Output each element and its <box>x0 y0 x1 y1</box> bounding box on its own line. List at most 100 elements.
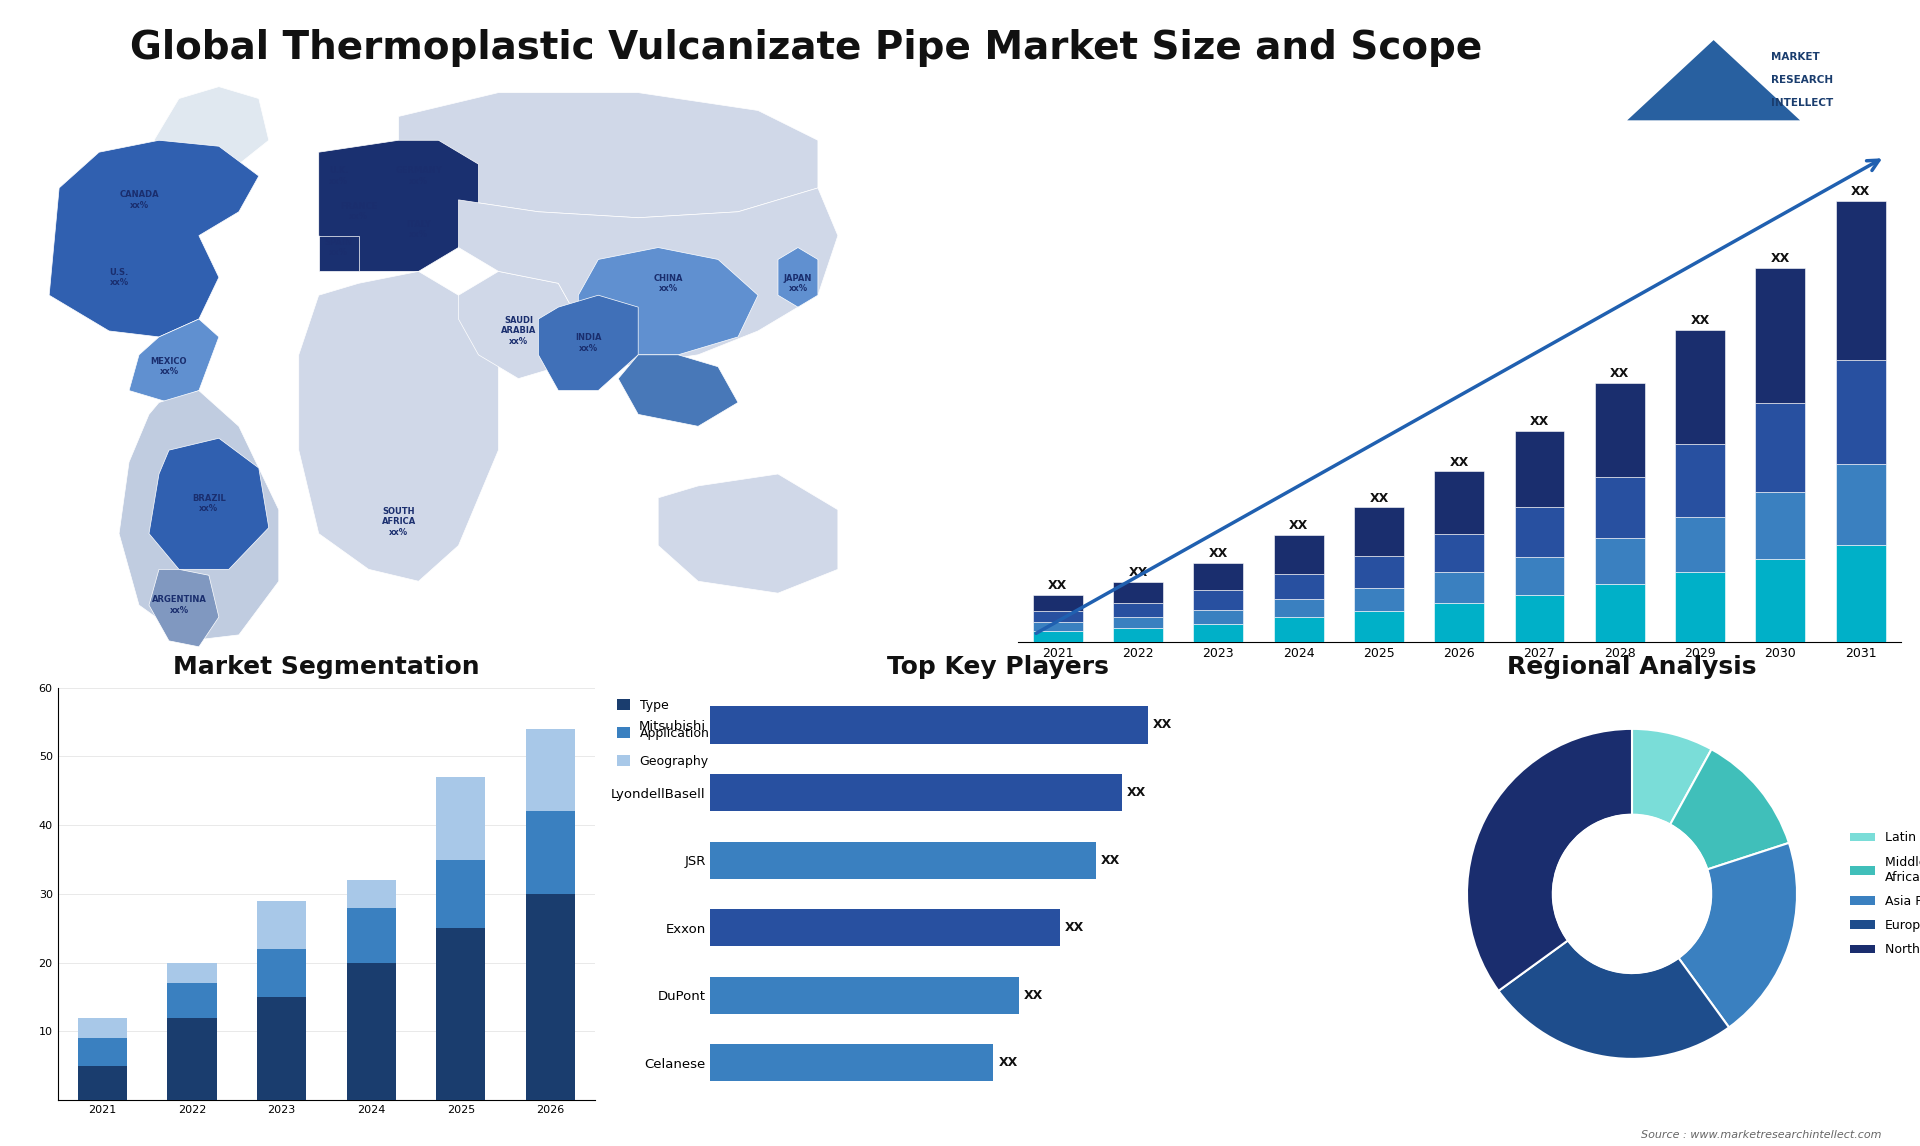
Wedge shape <box>1678 843 1797 1027</box>
Text: CHINA
xx%: CHINA xx% <box>653 274 684 293</box>
Text: MEXICO
xx%: MEXICO xx% <box>150 358 188 376</box>
Bar <box>1354 611 1404 642</box>
Bar <box>1836 464 1885 544</box>
Bar <box>1515 431 1565 508</box>
Bar <box>710 976 1020 1014</box>
Bar <box>1033 611 1083 622</box>
Bar <box>1033 595 1083 611</box>
Bar <box>1114 617 1164 628</box>
Bar <box>1194 623 1244 642</box>
Text: ARGENTINA
xx%: ARGENTINA xx% <box>152 596 205 614</box>
Bar <box>1596 537 1645 583</box>
Bar <box>710 706 1148 744</box>
Wedge shape <box>1632 729 1711 824</box>
Bar <box>436 928 486 1100</box>
Bar <box>1114 582 1164 603</box>
Polygon shape <box>578 248 758 355</box>
Bar <box>1515 595 1565 642</box>
Bar <box>1354 588 1404 611</box>
Bar <box>77 1066 127 1100</box>
Polygon shape <box>319 140 478 272</box>
Title: Top Key Players: Top Key Players <box>887 654 1110 678</box>
Text: XX: XX <box>1288 519 1308 532</box>
Bar <box>257 997 307 1100</box>
Bar <box>1273 599 1323 617</box>
Polygon shape <box>300 272 499 581</box>
Bar <box>257 901 307 949</box>
Bar <box>710 841 1096 879</box>
Bar <box>1515 508 1565 557</box>
Bar <box>1755 267 1805 403</box>
Polygon shape <box>618 355 737 426</box>
Bar <box>1836 544 1885 642</box>
Bar <box>1434 603 1484 642</box>
Text: Source : www.marketresearchintellect.com: Source : www.marketresearchintellect.com <box>1642 1130 1882 1140</box>
Polygon shape <box>1628 40 1801 120</box>
Polygon shape <box>119 391 278 641</box>
Bar <box>436 860 486 928</box>
Bar <box>346 908 396 963</box>
Polygon shape <box>150 570 219 646</box>
Text: RESEARCH: RESEARCH <box>1770 76 1834 85</box>
Bar <box>1596 583 1645 642</box>
Polygon shape <box>778 248 818 307</box>
Polygon shape <box>319 236 359 272</box>
Bar <box>1354 556 1404 588</box>
Polygon shape <box>129 319 219 402</box>
Bar <box>167 983 217 1018</box>
Bar <box>1114 628 1164 642</box>
Bar <box>526 894 576 1100</box>
Bar <box>167 963 217 983</box>
Bar <box>1194 563 1244 590</box>
Polygon shape <box>459 272 578 378</box>
Bar <box>1674 573 1724 642</box>
Text: SPAIN
xx%: SPAIN xx% <box>324 238 353 257</box>
Text: BRAZIL
xx%: BRAZIL xx% <box>192 494 227 513</box>
Text: U.K.
xx%: U.K. xx% <box>328 166 349 186</box>
Bar <box>1273 574 1323 599</box>
Wedge shape <box>1467 729 1632 991</box>
Bar <box>710 774 1121 811</box>
Wedge shape <box>1670 749 1789 870</box>
Text: JAPAN
xx%: JAPAN xx% <box>783 274 812 293</box>
Bar <box>710 1044 993 1082</box>
Text: SOUTH
AFRICA
xx%: SOUTH AFRICA xx% <box>382 507 417 536</box>
Text: FRANCE
xx%: FRANCE xx% <box>340 202 378 221</box>
Bar <box>526 811 576 894</box>
Text: MARKET: MARKET <box>1770 53 1820 62</box>
Text: XX: XX <box>1770 252 1789 265</box>
Bar <box>1434 471 1484 534</box>
Text: XX: XX <box>1690 314 1709 327</box>
Bar <box>167 1018 217 1100</box>
Polygon shape <box>538 296 637 391</box>
Bar <box>1596 477 1645 537</box>
Text: XX: XX <box>1066 921 1085 934</box>
Title: Regional Analysis: Regional Analysis <box>1507 654 1757 678</box>
Text: XX: XX <box>1369 492 1388 504</box>
Title: Market Segmentation: Market Segmentation <box>173 654 480 678</box>
Bar <box>526 729 576 811</box>
Bar <box>77 1038 127 1066</box>
Bar <box>1434 573 1484 603</box>
Bar <box>1515 557 1565 595</box>
Polygon shape <box>659 474 837 594</box>
Circle shape <box>1553 815 1711 973</box>
Text: INTELLECT: INTELLECT <box>1770 99 1834 108</box>
Polygon shape <box>50 140 259 337</box>
Bar <box>1755 492 1805 558</box>
Bar <box>1836 360 1885 464</box>
Text: XX: XX <box>1129 566 1148 580</box>
Text: XX: XX <box>1152 719 1171 731</box>
Bar <box>436 777 486 860</box>
Polygon shape <box>399 93 818 218</box>
Text: U.S.
xx%: U.S. xx% <box>109 268 129 286</box>
Bar <box>77 1018 127 1038</box>
Polygon shape <box>1713 40 1801 120</box>
Bar <box>1434 534 1484 573</box>
Polygon shape <box>154 87 269 164</box>
Bar <box>1836 201 1885 360</box>
Text: XX: XX <box>998 1057 1018 1069</box>
Bar <box>1273 617 1323 642</box>
Text: XX: XX <box>1048 579 1068 591</box>
Text: GERMANY
xx%: GERMANY xx% <box>396 166 442 186</box>
